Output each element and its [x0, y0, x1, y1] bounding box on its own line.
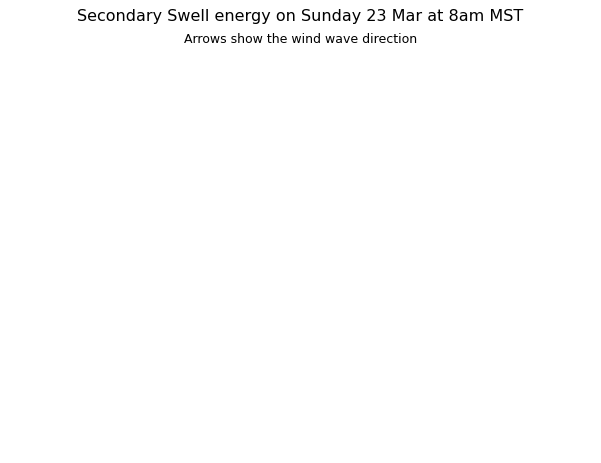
- Text: Arrows show the wind wave direction: Arrows show the wind wave direction: [184, 32, 417, 45]
- Text: cartopy required: cartopy required: [243, 250, 358, 263]
- Text: Secondary Swell energy on Sunday 23 Mar at 8am MST: Secondary Swell energy on Sunday 23 Mar …: [78, 8, 523, 24]
